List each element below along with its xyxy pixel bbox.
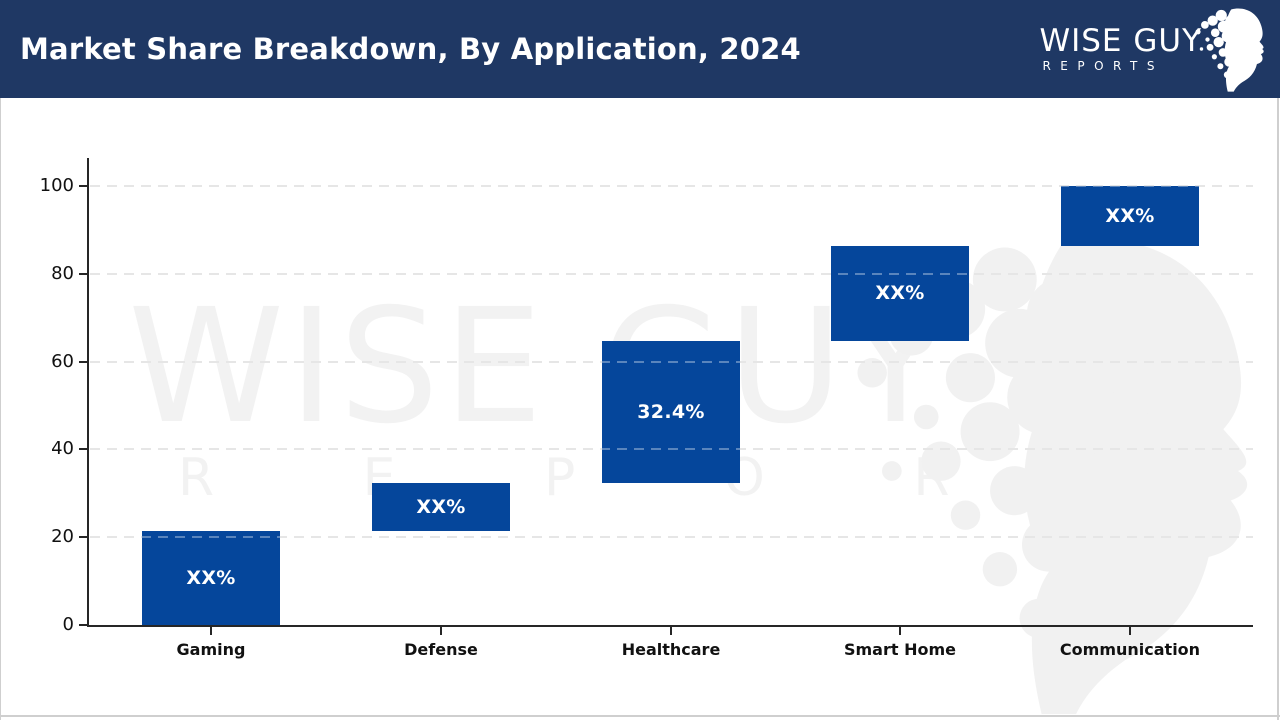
x-tick-mark-defense [440, 627, 442, 635]
x-tick-mark-smart-home [899, 627, 901, 635]
y-tick-label-60: 60 [51, 350, 74, 372]
y-tick-mark-60 [79, 360, 87, 363]
brand-subname: REPORTS [1042, 59, 1164, 73]
gridline-60 [90, 360, 1253, 363]
x-tick-label-gaming: Gaming [176, 640, 246, 659]
brand-face-icon [1195, 8, 1264, 92]
x-tick-label-communication: Communication [1059, 640, 1201, 659]
y-tick-label-0: 0 [62, 614, 74, 635]
y-tick-mark-0 [79, 624, 87, 626]
gridline-100 [90, 185, 1253, 187]
gridline-40 [90, 448, 1253, 451]
y-tick-label-40: 40 [51, 438, 74, 460]
bar-label-healthcare: 32.4% [637, 400, 705, 423]
x-tick-mark-healthcare [670, 627, 672, 635]
brand-logo-text: WISE GUY REPORTS [1039, 23, 1202, 73]
x-tick-label-defense: Defense [404, 640, 478, 659]
brand-logo: WISE GUY REPORTS [1039, 0, 1268, 98]
gridline-20 [90, 536, 1253, 539]
y-tick-mark-100 [79, 185, 87, 187]
watermark-wiseguy-text: WISE GUY [128, 275, 948, 459]
bar-defense: XX% [372, 482, 510, 531]
y-tick-label-20: 20 [51, 526, 74, 548]
chart-title: Market Share Breakdown, By Application, … [20, 32, 801, 66]
bar-smart-home: XX% [831, 246, 969, 341]
bar-label-smart-home: XX% [875, 282, 925, 305]
x-tick-label-healthcare: Healthcare [621, 640, 721, 659]
x-axis-spine [87, 625, 1253, 627]
header-bar: Market Share Breakdown, By Application, … [0, 0, 1280, 98]
page-border-right [1277, 98, 1279, 720]
y-tick-label-100: 100 [39, 175, 74, 196]
y-tick-mark-20 [79, 536, 87, 539]
y-tick-mark-80 [79, 272, 87, 275]
gridline-100 [90, 185, 1253, 187]
bar-label-communication: XX% [1105, 205, 1155, 228]
y-tick-mark-40 [79, 448, 87, 451]
x-tick-label-smart-home: Smart Home [843, 640, 956, 659]
brand-name: WISE GUY [1039, 23, 1202, 59]
x-tick-mark-communication [1129, 627, 1131, 635]
bar-healthcare: 32.4% [602, 340, 740, 483]
gridline-80 [90, 272, 1253, 275]
page-border-left [0, 98, 1, 720]
bar-label-gaming: XX% [186, 566, 236, 589]
bar-gaming: XX% [142, 530, 280, 625]
y-axis-spine [87, 158, 89, 627]
bar-label-defense: XX% [416, 495, 466, 518]
page-border-bottom [0, 715, 1280, 717]
y-tick-label-80: 80 [51, 262, 74, 284]
x-tick-mark-gaming [210, 627, 212, 635]
bar-communication: XX% [1061, 186, 1199, 247]
gridline-20 [90, 536, 1253, 539]
gridline-80 [90, 272, 1253, 275]
